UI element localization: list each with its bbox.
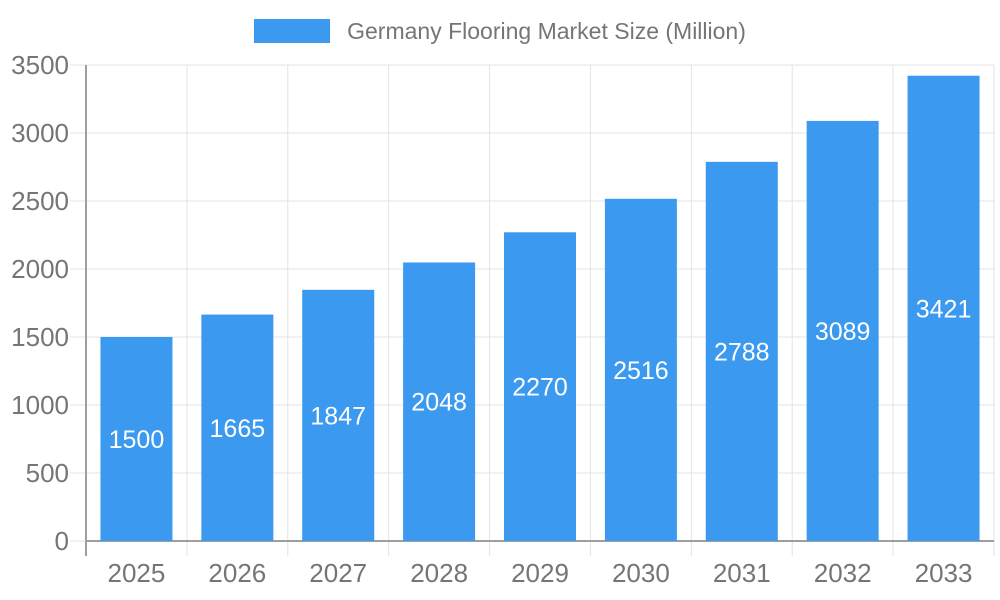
x-axis-label: 2033 (915, 558, 973, 588)
bar-value-label: 3421 (916, 295, 972, 323)
bar-2029 (504, 232, 576, 541)
bar-value-label: 2788 (714, 338, 770, 366)
bar-2032 (806, 120, 879, 542)
bar-2033 (907, 75, 980, 541)
x-axis-label: 2030 (612, 558, 670, 588)
x-axis-label: 2025 (108, 558, 166, 588)
x-axis-label: 2031 (713, 558, 771, 588)
bar-2025 (100, 337, 173, 541)
bar-value-label: 1847 (310, 402, 366, 430)
bar-value-label: 2048 (411, 389, 467, 417)
y-axis-label: 1000 (11, 390, 69, 420)
x-axis-label: 2032 (814, 558, 872, 588)
bar-value-label: 2270 (512, 374, 568, 402)
y-axis-label: 2000 (11, 254, 69, 284)
bar-value-label: 2516 (613, 357, 669, 385)
bar-2031 (705, 161, 778, 541)
y-axis-label: 1500 (11, 322, 69, 352)
y-axis-label: 500 (26, 458, 69, 488)
bar-value-label: 3089 (815, 318, 871, 346)
bar-2030 (604, 198, 677, 541)
x-axis-label: 2026 (208, 558, 266, 588)
legend-swatch (254, 19, 331, 43)
legend-label: Germany Flooring Market Size (Million) (347, 17, 746, 44)
x-axis-label: 2028 (410, 558, 468, 588)
y-axis-label: 0 (55, 526, 69, 556)
legend: Germany Flooring Market Size (Million) (0, 17, 1000, 44)
y-axis-label: 2500 (11, 186, 69, 216)
bar-value-label: 1500 (109, 426, 165, 454)
bar-value-label: 1665 (210, 415, 266, 443)
bar-2027 (302, 289, 375, 541)
y-axis-label: 3500 (11, 50, 69, 80)
x-axis-label: 2029 (511, 558, 569, 588)
bar-2026 (201, 314, 274, 541)
x-axis-label: 2027 (309, 558, 367, 588)
bar-2028 (403, 262, 476, 541)
y-axis-label: 3000 (11, 118, 69, 148)
